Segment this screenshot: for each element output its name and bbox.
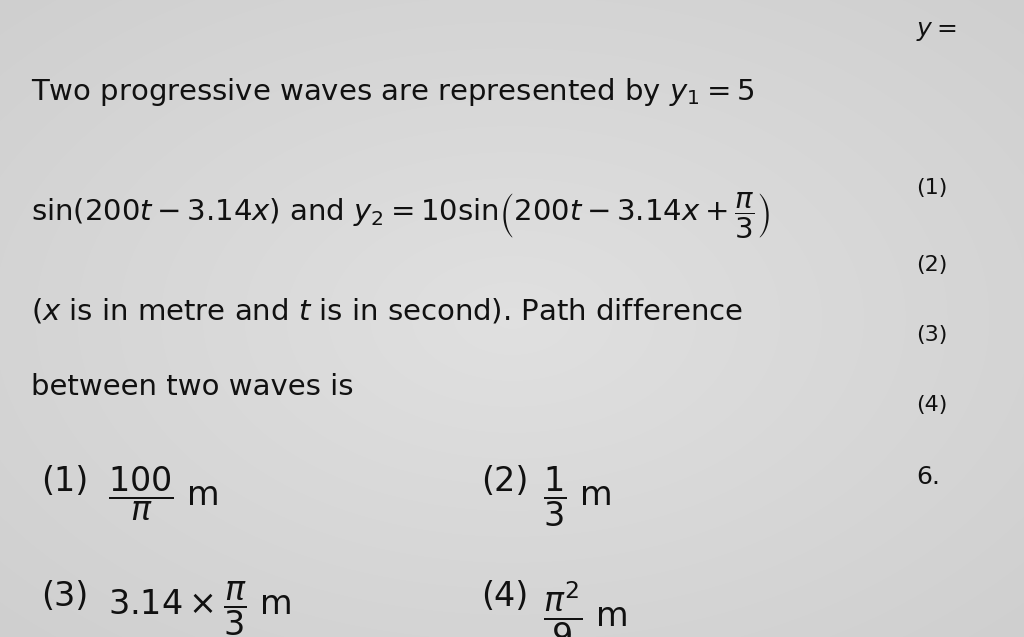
Text: $3.14\times\dfrac{\pi}{3}$ m: $3.14\times\dfrac{\pi}{3}$ m <box>108 580 291 637</box>
Text: (1): (1) <box>41 465 88 498</box>
Text: $\sin(200t-3.14x)$ and $y_2=10\sin\!\left(200t-3.14x+\dfrac{\pi}{3}\right)$: $\sin(200t-3.14x)$ and $y_2=10\sin\!\lef… <box>31 191 770 241</box>
Text: (4): (4) <box>481 580 528 613</box>
Text: (2): (2) <box>481 465 528 498</box>
Text: (1): (1) <box>916 178 948 198</box>
Text: $\dfrac{\pi^2}{9}$ m: $\dfrac{\pi^2}{9}$ m <box>543 580 627 637</box>
Text: Two progressive waves are represented by $y_1=5$: Two progressive waves are represented by… <box>31 76 754 108</box>
Text: 6.: 6. <box>916 465 940 489</box>
Text: $\dfrac{1}{3}$ m: $\dfrac{1}{3}$ m <box>543 465 610 529</box>
Text: (3): (3) <box>41 580 88 613</box>
Text: $(x$ is in metre and $t$ is in second). Path difference: $(x$ is in metre and $t$ is in second). … <box>31 296 742 326</box>
Text: $\dfrac{100}{\pi}$ m: $\dfrac{100}{\pi}$ m <box>108 465 218 524</box>
Text: $y=$: $y=$ <box>916 19 957 43</box>
Text: (4): (4) <box>916 395 948 415</box>
Text: (3): (3) <box>916 325 948 345</box>
Text: (2): (2) <box>916 255 948 275</box>
Text: between two waves is: between two waves is <box>31 373 353 401</box>
